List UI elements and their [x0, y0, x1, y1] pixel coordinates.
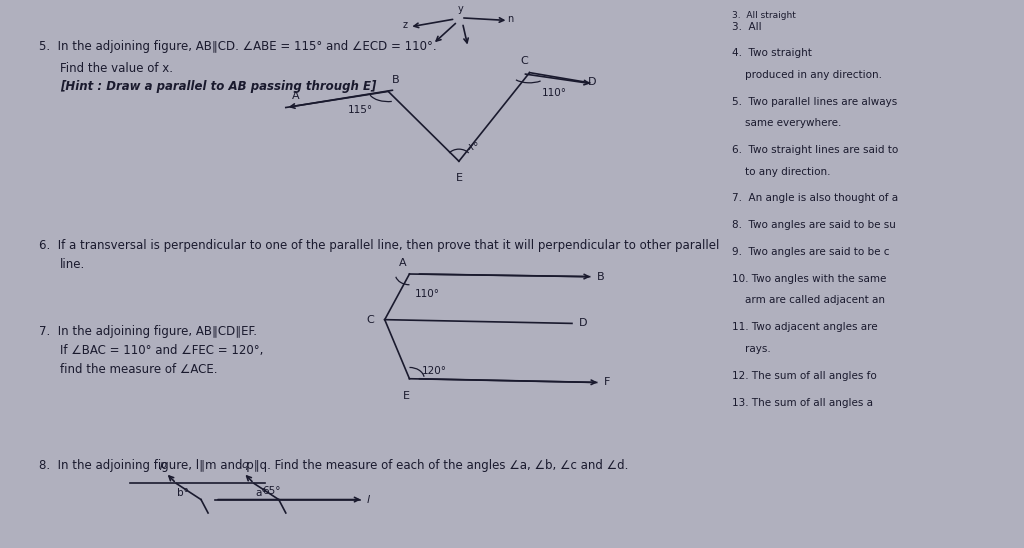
Text: C: C	[520, 56, 527, 66]
Text: B: B	[597, 272, 604, 282]
Text: 110°: 110°	[415, 289, 440, 299]
Text: rays.: rays.	[732, 344, 771, 354]
Text: 5.  In the adjoining figure, AB∥CD. ∠ABE = 115° and ∠ECD = 110°.: 5. In the adjoining figure, AB∥CD. ∠ABE …	[39, 41, 436, 53]
Text: n: n	[507, 14, 513, 24]
Text: 3.  All: 3. All	[732, 21, 762, 32]
Text: A: A	[292, 90, 300, 100]
Text: 8.  Two angles are said to be su: 8. Two angles are said to be su	[732, 220, 896, 230]
Text: F: F	[604, 378, 610, 387]
Text: produced in any direction.: produced in any direction.	[732, 70, 882, 80]
Text: q: q	[242, 460, 249, 470]
Text: 115°: 115°	[347, 105, 373, 115]
Text: same everywhere.: same everywhere.	[732, 118, 842, 128]
Text: D: D	[579, 318, 588, 328]
Text: to any direction.: to any direction.	[732, 167, 830, 176]
Text: A: A	[398, 258, 407, 267]
Text: y: y	[458, 3, 464, 14]
Text: Find the value of x.: Find the value of x.	[59, 62, 173, 75]
Text: 11. Two adjacent angles are: 11. Two adjacent angles are	[732, 322, 878, 332]
Text: E: E	[402, 391, 410, 401]
Text: z: z	[403, 20, 408, 30]
Text: [Hint : Draw a parallel to AB passing through E]: [Hint : Draw a parallel to AB passing th…	[59, 79, 376, 93]
Text: 12. The sum of all angles fo: 12. The sum of all angles fo	[732, 370, 877, 381]
Text: 13. The sum of all angles a: 13. The sum of all angles a	[732, 397, 873, 408]
Text: line.: line.	[59, 258, 85, 271]
Text: l: l	[367, 494, 371, 505]
Text: 120°: 120°	[422, 366, 447, 376]
Text: 6.  Two straight lines are said to: 6. Two straight lines are said to	[732, 145, 898, 155]
Text: a°: a°	[255, 488, 267, 499]
Text: 4.  Two straight: 4. Two straight	[732, 48, 812, 59]
Text: If ∠BAC = 110° and ∠FEC = 120°,: If ∠BAC = 110° and ∠FEC = 120°,	[59, 344, 263, 357]
Text: find the measure of ∠ACE.: find the measure of ∠ACE.	[59, 363, 217, 375]
Text: D: D	[588, 77, 597, 87]
Text: 7.  An angle is also thought of a: 7. An angle is also thought of a	[732, 193, 898, 203]
Text: 3.  All straight: 3. All straight	[732, 11, 796, 20]
Text: 8.  In the adjoining figure, l∥m and p∥q. Find the measure of each of the angles: 8. In the adjoining figure, l∥m and p∥q.…	[39, 459, 628, 472]
Text: 65°: 65°	[262, 486, 281, 496]
Text: arm are called adjacent an: arm are called adjacent an	[732, 295, 885, 305]
Text: 5.  Two parallel lines are always: 5. Two parallel lines are always	[732, 97, 897, 107]
Text: b°: b°	[177, 488, 189, 499]
Text: 9.  Two angles are said to be c: 9. Two angles are said to be c	[732, 247, 890, 257]
Text: E: E	[456, 173, 463, 183]
Text: p: p	[159, 460, 166, 470]
Text: 7.  In the adjoining figure, AB∥CD∥EF.: 7. In the adjoining figure, AB∥CD∥EF.	[39, 325, 256, 338]
Text: 110°: 110°	[543, 88, 567, 98]
Text: 6.  If a transversal is perpendicular to one of the parallel line, then prove th: 6. If a transversal is perpendicular to …	[39, 239, 719, 252]
Text: B: B	[392, 75, 399, 85]
Text: 10. Two angles with the same: 10. Two angles with the same	[732, 274, 887, 284]
Text: C: C	[367, 315, 374, 324]
Text: x°: x°	[467, 141, 479, 152]
